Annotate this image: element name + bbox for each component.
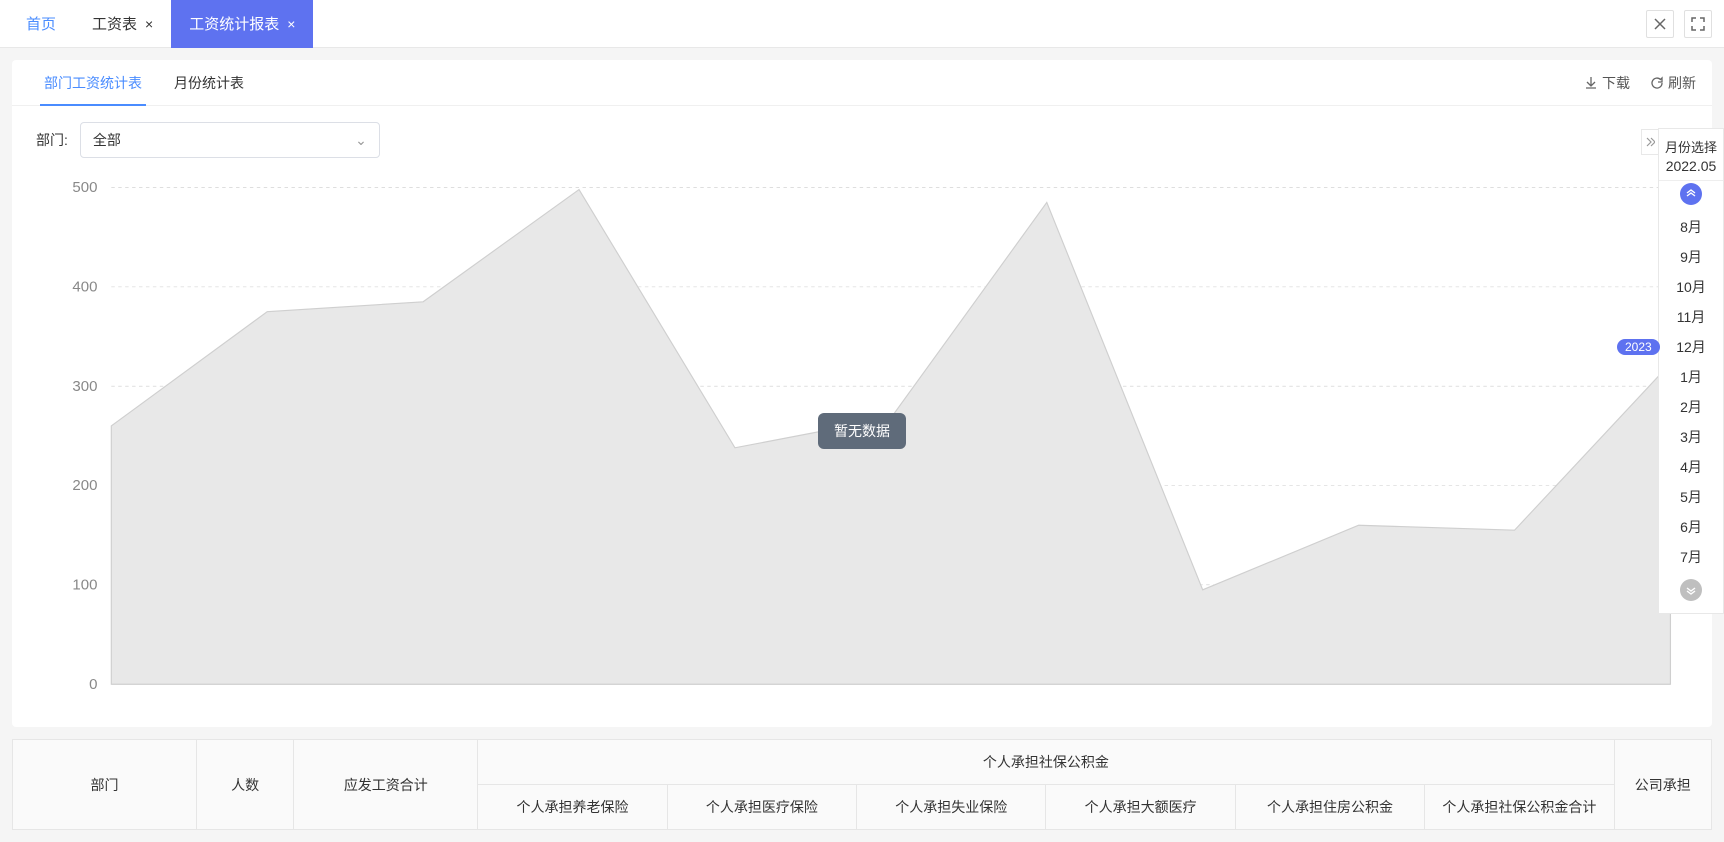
year-badge: 2023 (1617, 339, 1660, 355)
svg-text:500: 500 (72, 179, 97, 196)
th-sub-3: 个人承担大额医疗 (1046, 785, 1235, 830)
month-item[interactable]: 10月 (1676, 275, 1706, 299)
refresh-label: 刷新 (1668, 73, 1696, 93)
month-item[interactable]: 8月 (1680, 215, 1702, 239)
sub-tab-bar: 部门工资统计表 月份统计表 下载 刷新 (12, 60, 1712, 106)
month-item[interactable]: 2月 (1680, 395, 1702, 419)
month-item[interactable]: 4月 (1680, 455, 1702, 479)
close-icon (1653, 17, 1667, 31)
download-label: 下载 (1602, 73, 1630, 93)
month-item[interactable]: 9月 (1680, 245, 1702, 269)
dept-select-value: 全部 (93, 130, 121, 150)
month-item[interactable]: 7月 (1680, 545, 1702, 569)
download-button[interactable]: 下载 (1584, 73, 1630, 93)
svg-text:100: 100 (72, 576, 97, 593)
sub-tab-month-label: 月份统计表 (174, 75, 244, 91)
month-panel-toggle[interactable] (1641, 129, 1659, 155)
th-group-personal: 个人承担社保公积金 (478, 740, 1614, 785)
close-all-button[interactable] (1646, 10, 1674, 38)
svg-text:400: 400 (72, 278, 97, 295)
svg-text:0: 0 (89, 676, 97, 693)
refresh-icon (1650, 76, 1664, 90)
th-sub-5: 个人承担社保公积金合计 (1425, 785, 1614, 830)
month-current: 2022.05 (1659, 158, 1723, 181)
chevron-down-icon (1685, 584, 1697, 596)
area-chart: 0 100 200 300 400 500 (42, 176, 1682, 707)
dept-filter-label: 部门: (36, 130, 68, 150)
month-item[interactable]: 5月 (1680, 485, 1702, 509)
month-item[interactable]: 11月 (1677, 305, 1706, 329)
th-count: 人数 (196, 740, 293, 830)
fullscreen-button[interactable] (1684, 10, 1712, 38)
month-panel: 月份选择 2022.05 2023 8月9月10月11月12月1月2月3月4月5… (1658, 128, 1724, 614)
sub-tab-dept-label: 部门工资统计表 (44, 75, 142, 91)
month-item[interactable]: 1月 (1680, 365, 1702, 389)
download-icon (1584, 76, 1598, 90)
th-sub-0: 个人承担养老保险 (478, 785, 667, 830)
close-icon[interactable]: × (287, 16, 295, 32)
th-sub-1: 个人承担医疗保险 (667, 785, 856, 830)
sub-tab-dept[interactable]: 部门工资统计表 (28, 61, 158, 105)
th-company: 公司承担 (1614, 740, 1711, 830)
svg-text:300: 300 (72, 378, 97, 395)
filter-row: 部门: 全部 ⌄ (12, 106, 1712, 166)
chevron-right-icon (1645, 137, 1655, 147)
th-dept: 部门 (13, 740, 197, 830)
month-item[interactable]: 12月 (1676, 335, 1706, 359)
close-icon[interactable]: × (145, 16, 153, 32)
th-sub-4: 个人承担住房公积金 (1235, 785, 1424, 830)
fullscreen-icon (1691, 17, 1705, 31)
th-sub-2: 个人承担失业保险 (857, 785, 1046, 830)
top-tab-bar: 首页 工资表 × 工资统计报表 × (0, 0, 1724, 48)
month-scroll-up[interactable] (1680, 183, 1702, 205)
month-panel-title: 月份选择 (1665, 135, 1717, 158)
refresh-button[interactable]: 刷新 (1650, 73, 1696, 93)
tab-salary[interactable]: 工资表 × (74, 0, 171, 48)
month-list: 2023 8月9月10月11月12月1月2月3月4月5月6月7月 (1659, 207, 1723, 577)
svg-text:200: 200 (72, 477, 97, 494)
tab-home[interactable]: 首页 (8, 0, 74, 48)
tab-salary-label: 工资表 (92, 13, 137, 34)
tab-report[interactable]: 工资统计报表 × (171, 0, 313, 48)
month-item[interactable]: 6月 (1680, 515, 1702, 539)
chart-container: 0100200300400500 暂无数据 (12, 166, 1712, 717)
th-gross: 应发工资合计 (294, 740, 478, 830)
report-card: 部门工资统计表 月份统计表 下载 刷新 部门: 全部 ⌄ 0 100 200 300 4… (12, 60, 1712, 727)
tab-home-label: 首页 (26, 13, 56, 34)
chevron-down-icon: ⌄ (355, 132, 367, 149)
tab-report-label: 工资统计报表 (189, 13, 279, 34)
month-item[interactable]: 3月 (1680, 425, 1702, 449)
chevron-up-icon (1685, 188, 1697, 200)
month-scroll-down[interactable] (1680, 579, 1702, 601)
dept-select[interactable]: 全部 ⌄ (80, 122, 380, 158)
sub-tab-month[interactable]: 月份统计表 (158, 61, 260, 105)
summary-table: 部门 人数 应发工资合计 个人承担社保公积金 公司承担 个人承担养老保险 个人承… (12, 739, 1712, 830)
